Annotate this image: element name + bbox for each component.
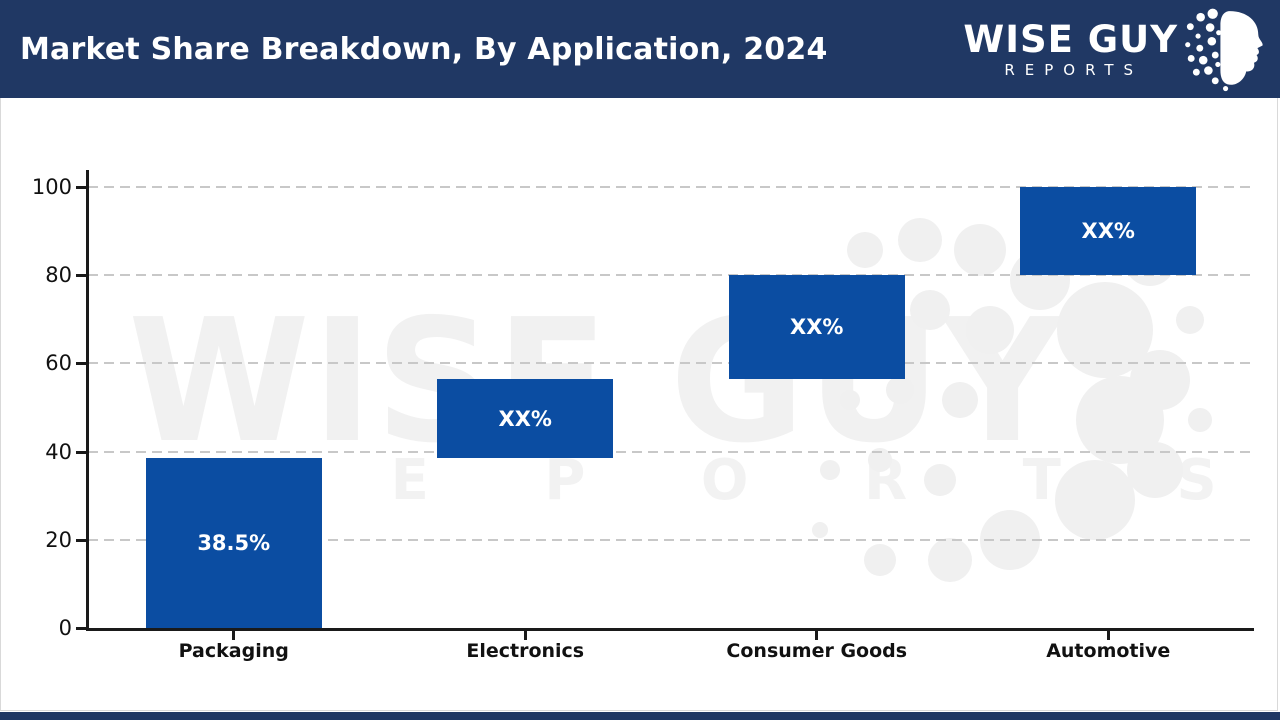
x-tick-1 [523,631,527,640]
bar-automotive: XX% [1020,187,1197,276]
x-category-label: Electronics [466,640,585,662]
x-tick-3 [1106,631,1110,640]
brand-logo-text: WISE GUY REPORTS [963,17,1178,79]
y-tick-100 [76,186,86,189]
y-tick-label-0: 0 [58,616,72,640]
wise-guy-head-icon [1185,8,1263,92]
gridline-y20 [88,538,1254,541]
brand-name: WISE GUY [963,17,1178,61]
gridline-y80 [88,274,1254,277]
watermark-dot [928,538,972,582]
y-tick-label-100: 100 [31,175,72,199]
bar-electronics: XX% [437,378,614,459]
gridline-y100 [88,186,1254,188]
gridline-y60 [88,362,1254,365]
x-axis-line [86,628,1254,631]
y-tick-label-80: 80 [45,263,72,288]
bar-value-label: XX% [498,406,552,431]
watermark-dot [942,382,978,418]
y-tick-0 [76,627,86,630]
watermark-dot [847,232,883,268]
brand-logo: WISE GUY REPORTS [963,6,1266,92]
bar-value-label: XX% [1081,219,1135,244]
y-tick-40 [76,450,86,454]
watermark-dot [886,376,914,404]
gridline-y40 [88,450,1254,453]
x-tick-2 [815,631,819,640]
watermark-dot [864,544,896,576]
bar-consumer-goods: XX% [728,275,905,379]
y-tick-60 [76,362,86,366]
bar-packaging: 38.5% [145,458,322,628]
chart-title: Market Share Breakdown, By Application, … [20,31,828,67]
watermark-dot [910,290,950,330]
x-category-label: Automotive [1046,640,1171,662]
watermark-dot [898,218,942,262]
watermark-dot [1188,408,1212,432]
bar-value-label: XX% [790,315,844,339]
y-axis-line [86,170,89,631]
bar-value-label: 38.5% [197,531,271,556]
watermark-dot [820,460,840,480]
watermark-dot [1176,306,1204,334]
x-tick-0 [232,631,236,640]
watermark-dot [1130,350,1190,410]
brand-subname: REPORTS [1004,60,1144,79]
watermark-dot [954,224,1006,276]
watermark-dot [812,522,828,538]
y-tick-80 [76,274,86,278]
watermark-dot [840,390,860,410]
y-tick-label-60: 60 [45,351,72,376]
watermark-dot [966,306,1014,354]
footer-bar [0,712,1280,720]
watermark-dot [924,464,956,496]
x-category-label: Consumer Goods [726,640,908,662]
y-tick-label-40: 40 [45,439,72,464]
header-bar: Market Share Breakdown, By Application, … [0,0,1280,98]
watermark-dot [1055,460,1135,540]
watermark-subtext: R E P O R T S [232,448,1265,513]
y-tick-label-20: 20 [45,527,72,552]
x-category-label: Packaging [178,640,289,662]
y-tick-20 [76,538,86,542]
